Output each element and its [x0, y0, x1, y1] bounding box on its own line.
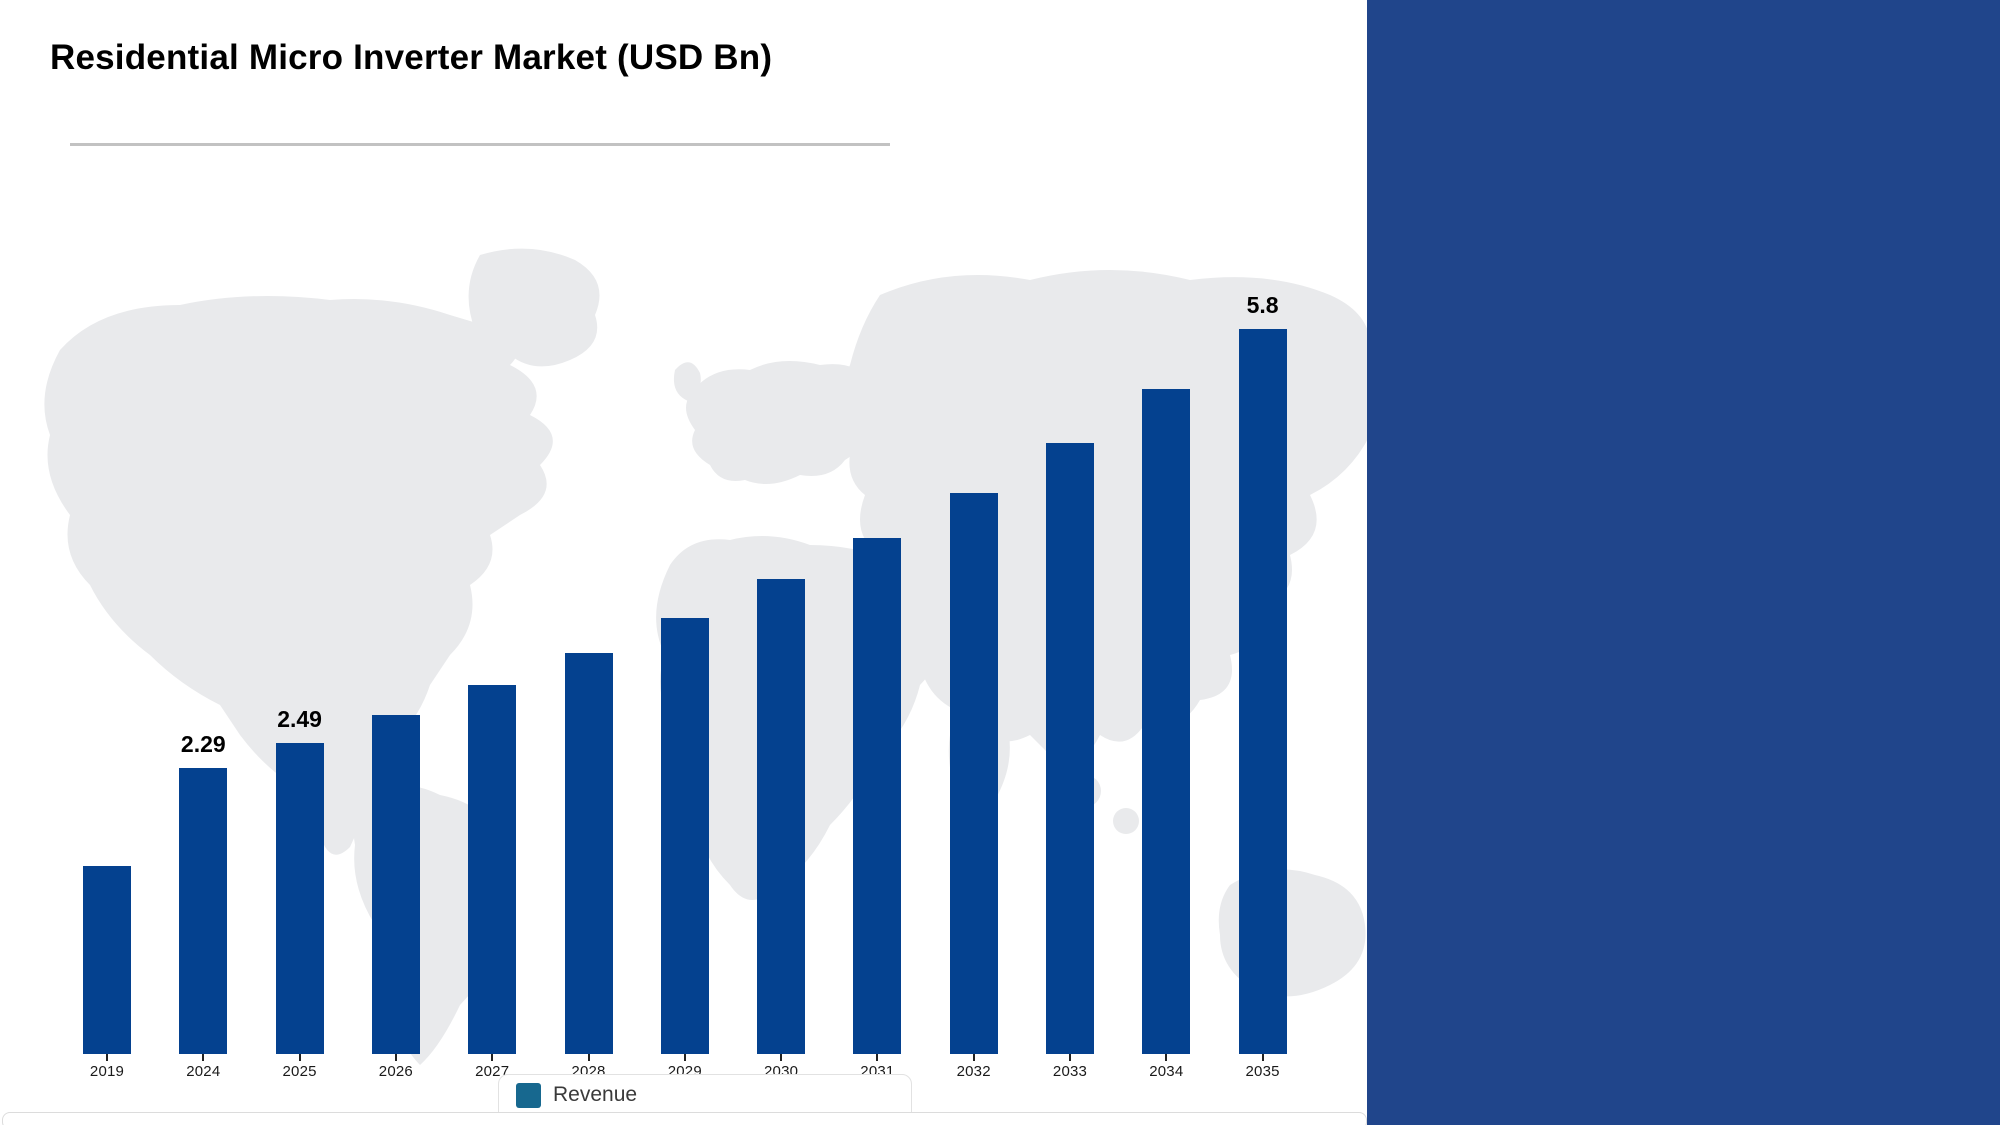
chart-title: Residential Micro Inverter Market (USD B… [50, 38, 773, 77]
x-axis-tick [1165, 1054, 1168, 1061]
x-axis-tick [298, 1054, 301, 1061]
x-axis-tick [202, 1054, 205, 1061]
bar-2031[interactable] [853, 538, 902, 1054]
x-tick-label-2025: 2025 [282, 1063, 317, 1080]
x-axis-tick [587, 1054, 590, 1061]
x-axis-tick [972, 1054, 975, 1061]
bar-2026[interactable] [371, 715, 420, 1054]
x-axis-tick [683, 1054, 686, 1061]
bar-2030[interactable] [757, 579, 806, 1054]
bar-value-label-2025: 2.49 [277, 706, 322, 732]
x-tick-label-2034: 2034 [1149, 1063, 1184, 1080]
legend-item-revenue[interactable]: Revenue [516, 1082, 637, 1108]
bar-value-label-2024: 2.29 [180, 731, 226, 757]
x-axis-tick [491, 1054, 494, 1061]
bar-2024[interactable] [179, 768, 228, 1054]
x-tick-label-2026: 2026 [378, 1063, 413, 1080]
x-axis-tick [106, 1054, 108, 1061]
legend-label: Revenue [553, 1083, 638, 1106]
bar-2025[interactable] [275, 743, 324, 1054]
x-tick-label-2019: 2019 [89, 1063, 125, 1080]
bar-2027[interactable] [468, 685, 517, 1054]
bar-2019[interactable] [83, 866, 131, 1054]
x-axis-tick [1261, 1054, 1264, 1061]
bar-2032[interactable] [949, 493, 998, 1054]
bottom-scrollbar-strip[interactable] [2, 1112, 1367, 1125]
x-tick-label-2032: 2032 [956, 1063, 991, 1080]
brand-panel: WISE GUY REPORTS 8.8 % CAGR [1367, 0, 2000, 1125]
x-axis-tick [1069, 1054, 1071, 1061]
legend-color-swatch [516, 1082, 541, 1108]
x-axis-tick [780, 1054, 783, 1061]
x-axis-tick [394, 1054, 397, 1061]
bar-plot: 2019 2.29 2024 2.49 2025 2026 2027 2028 2029 2030… [83, 292, 1287, 1080]
bar-2029[interactable] [660, 618, 709, 1054]
bar-2028[interactable] [564, 653, 613, 1054]
bar-2033[interactable] [1046, 443, 1094, 1054]
bar-2035[interactable] [1238, 329, 1287, 1054]
x-tick-label-2035: 2035 [1245, 1063, 1280, 1080]
x-tick-label-2024: 2024 [186, 1063, 221, 1080]
x-axis-tick [876, 1054, 879, 1061]
title-divider [70, 143, 890, 146]
bar-value-label-2035: 5.8 [1246, 292, 1279, 318]
bar-2034[interactable] [1142, 389, 1191, 1054]
x-tick-label-2033: 2033 [1052, 1063, 1088, 1080]
